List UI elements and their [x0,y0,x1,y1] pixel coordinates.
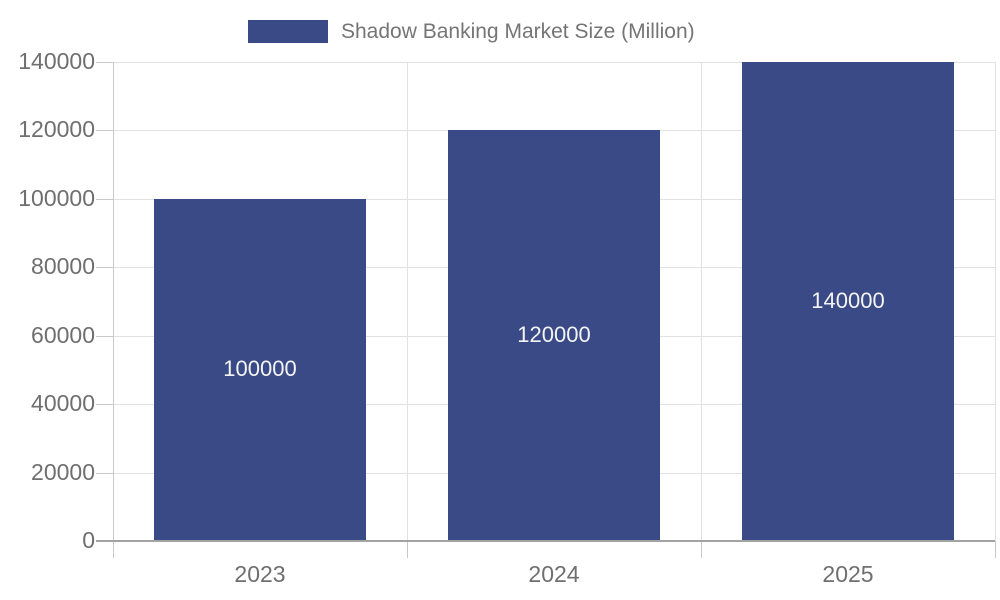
y-tick-mark [96,130,113,131]
legend-swatch-icon [248,20,328,43]
bar [154,199,366,541]
x-tick-label: 2023 [234,561,286,587]
x-tick-label: 2024 [528,561,580,587]
y-tick-label: 40000 [31,390,95,416]
legend-series-label: Shadow Banking Market Size (Million) [341,20,695,43]
y-tick-mark [96,336,113,337]
y-tick-mark [96,404,113,405]
x-gridline [407,62,408,541]
bar-value-label: 140000 [811,288,885,313]
bar-value-label: 100000 [223,356,297,381]
y-axis-line [113,62,114,558]
y-tick-label: 140000 [18,48,95,74]
y-tick-label: 100000 [18,185,95,211]
y-tick-label: 0 [82,527,95,553]
x-tick-label: 2025 [822,561,874,587]
chart-legend: Shadow Banking Market Size (Million) [248,18,695,45]
y-tick-label: 80000 [31,253,95,279]
x-tick-mark [995,541,996,558]
x-axis-line [96,540,995,542]
x-gridline [701,62,702,541]
y-tick-mark [96,62,113,63]
y-tick-mark [96,473,113,474]
x-tick-mark [407,541,408,558]
bar [448,130,660,541]
y-tick-mark [96,199,113,200]
bar [742,62,954,541]
y-tick-mark [96,267,113,268]
y-gridline [113,62,995,63]
y-tick-label: 20000 [31,459,95,485]
y-tick-label: 60000 [31,322,95,348]
y-tick-label: 120000 [18,116,95,142]
bar-value-label: 120000 [517,322,591,347]
x-tick-mark [701,541,702,558]
x-gridline [995,62,996,541]
